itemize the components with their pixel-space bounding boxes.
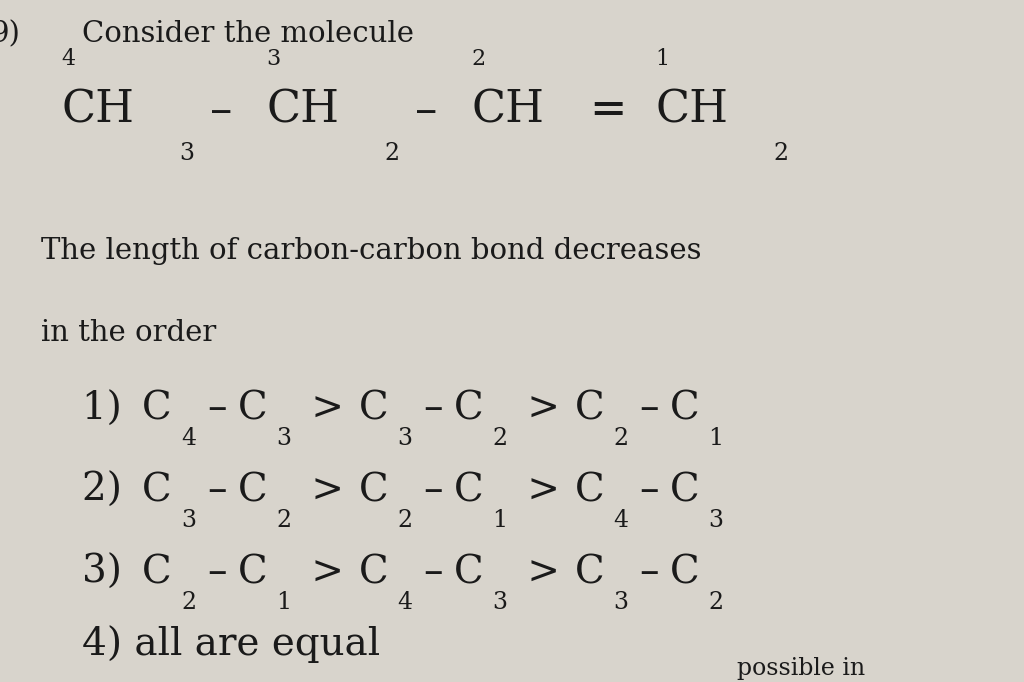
- Text: Consider the molecule: Consider the molecule: [82, 20, 414, 48]
- Text: 2: 2: [276, 509, 292, 532]
- Text: C: C: [238, 472, 267, 509]
- Text: 4: 4: [181, 428, 197, 450]
- Text: C: C: [142, 472, 172, 509]
- Text: C: C: [574, 390, 604, 428]
- Text: 3: 3: [276, 428, 292, 450]
- Text: C: C: [670, 472, 699, 509]
- Text: 1: 1: [493, 509, 508, 532]
- Text: =: =: [589, 89, 626, 132]
- Text: C: C: [454, 472, 483, 509]
- Text: >: >: [515, 472, 572, 509]
- Text: 4: 4: [397, 591, 413, 614]
- Text: possible in: possible in: [737, 657, 865, 680]
- Text: C: C: [454, 554, 483, 591]
- Text: 2: 2: [384, 143, 399, 165]
- Text: >: >: [515, 554, 572, 591]
- Text: CH: CH: [471, 89, 544, 132]
- Text: 2): 2): [82, 472, 134, 509]
- Text: 2: 2: [397, 509, 413, 532]
- Text: CH: CH: [61, 89, 134, 132]
- Text: –: –: [639, 554, 658, 591]
- Text: C: C: [670, 390, 699, 428]
- Text: C: C: [358, 554, 388, 591]
- Text: –: –: [423, 554, 442, 591]
- Text: C: C: [358, 390, 388, 428]
- Text: 2: 2: [493, 428, 508, 450]
- Text: 2: 2: [709, 591, 724, 614]
- Text: 2: 2: [613, 428, 629, 450]
- Text: 3: 3: [613, 591, 629, 614]
- Text: >: >: [299, 472, 356, 509]
- Text: C: C: [574, 472, 604, 509]
- Text: >: >: [299, 554, 356, 591]
- Text: 3: 3: [493, 591, 508, 614]
- Text: 3: 3: [709, 509, 724, 532]
- Text: 3: 3: [179, 143, 195, 165]
- Text: C: C: [358, 472, 388, 509]
- Text: 4: 4: [613, 509, 629, 532]
- Text: >: >: [515, 390, 572, 428]
- Text: 2: 2: [471, 48, 485, 70]
- Text: C: C: [142, 554, 172, 591]
- Text: >: >: [299, 390, 356, 428]
- Text: –: –: [639, 472, 658, 509]
- Text: C: C: [142, 390, 172, 428]
- Text: 9): 9): [0, 20, 19, 48]
- Text: 3): 3): [82, 554, 134, 591]
- Text: 4) all are equal: 4) all are equal: [82, 625, 380, 663]
- Text: 4: 4: [61, 48, 76, 70]
- Text: –: –: [207, 554, 226, 591]
- Text: 3: 3: [397, 428, 413, 450]
- Text: –: –: [423, 390, 442, 428]
- Text: 2: 2: [181, 591, 197, 614]
- Text: C: C: [670, 554, 699, 591]
- Text: 1: 1: [655, 48, 670, 70]
- Text: 1): 1): [82, 390, 134, 428]
- Text: C: C: [454, 390, 483, 428]
- Text: 3: 3: [181, 509, 197, 532]
- Text: CH: CH: [655, 89, 728, 132]
- Text: 1: 1: [709, 428, 724, 450]
- Text: 1: 1: [276, 591, 292, 614]
- Text: CH: CH: [266, 89, 339, 132]
- Text: C: C: [238, 390, 267, 428]
- Text: –: –: [207, 390, 226, 428]
- Text: C: C: [574, 554, 604, 591]
- Text: 2: 2: [773, 143, 788, 165]
- Text: C: C: [238, 554, 267, 591]
- Text: –: –: [639, 390, 658, 428]
- Text: –: –: [423, 472, 442, 509]
- Text: The length of carbon-carbon bond decreases: The length of carbon-carbon bond decreas…: [41, 237, 701, 265]
- Text: –: –: [415, 89, 437, 132]
- Text: –: –: [207, 472, 226, 509]
- Text: 3: 3: [266, 48, 281, 70]
- Text: –: –: [210, 89, 232, 132]
- Text: in the order: in the order: [41, 319, 216, 347]
